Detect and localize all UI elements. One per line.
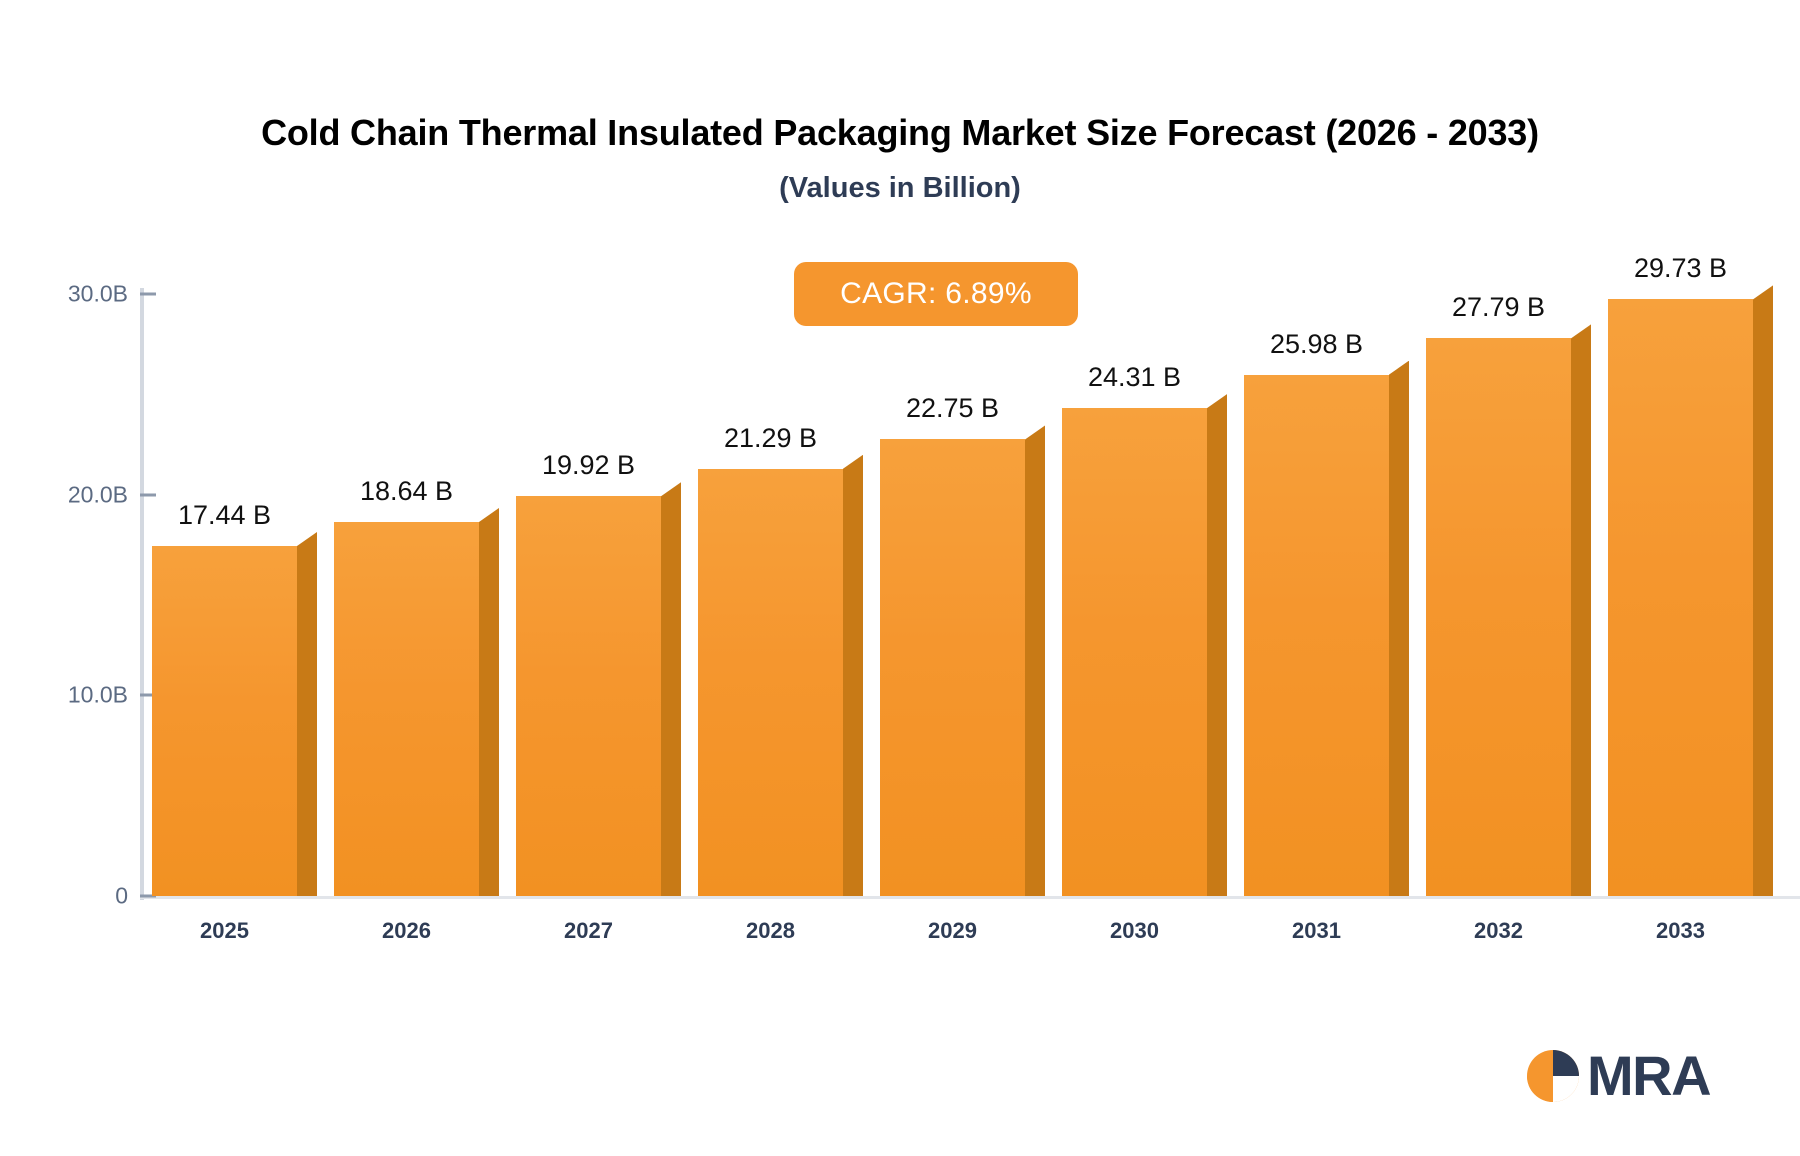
x-axis-category-label: 2027 (564, 918, 613, 943)
y-axis-tick-label: 20.0B (67, 481, 128, 508)
x-axis-line (140, 896, 1800, 899)
x-axis-category-label: 2028 (746, 918, 795, 943)
bar-value-label: 29.73 B (1633, 253, 1728, 284)
bar-front-face (152, 546, 297, 896)
bar-front-face (880, 439, 1025, 896)
bar-value-label: 17.44 B (177, 500, 272, 531)
bar-front-face (1062, 408, 1207, 896)
x-axis-category-label: 2026 (382, 918, 431, 943)
mra-logo: MRA (1525, 1044, 1712, 1107)
bar-side-face (1025, 425, 1045, 896)
bar-value-label: 22.75 B (905, 393, 1000, 424)
cagr-badge: CAGR: 6.89% (794, 262, 1078, 326)
x-axis-category-label: 2031 (1292, 918, 1341, 943)
y-axis-tick-mark (140, 292, 156, 296)
bar-side-face (1571, 324, 1591, 896)
bar-front-face (698, 468, 843, 896)
bar-value-label: 21.29 B (723, 422, 818, 453)
logo-text: MRA (1587, 1044, 1712, 1107)
bar-side-face (1389, 360, 1409, 896)
y-axis-tick-mark (140, 693, 156, 697)
x-axis-category-label: 2025 (200, 918, 249, 943)
page-subtitle: (Values in Billion) (779, 172, 1021, 204)
bar-value-label: 25.98 B (1269, 328, 1364, 359)
bar-front-face (1244, 374, 1389, 896)
y-axis-tick-label: 30.0B (67, 280, 128, 307)
x-axis-category-label: 2033 (1656, 918, 1705, 943)
y-axis-tick-label: 0 (115, 882, 128, 909)
bar-front-face (1426, 338, 1571, 896)
bar-value-label: 18.64 B (359, 475, 454, 506)
y-axis-tick-label: 10.0B (67, 681, 128, 708)
x-axis-category-label: 2029 (928, 918, 977, 943)
bar-side-face (1207, 394, 1227, 896)
pie-chart-icon (1527, 1050, 1579, 1102)
bar-front-face (1608, 299, 1753, 896)
bar-front-face (516, 496, 661, 896)
bar-side-face (479, 507, 499, 896)
bar-side-face (1753, 285, 1773, 896)
bar-side-face (297, 532, 317, 896)
x-axis-category-label: 2032 (1474, 918, 1523, 943)
y-axis-tick-mark (140, 894, 156, 898)
bar-value-label: 24.31 B (1087, 362, 1182, 393)
bar-side-face (843, 454, 863, 896)
y-axis-line (140, 288, 144, 900)
page-title: Cold Chain Thermal Insulated Packaging M… (261, 112, 1539, 153)
bar-front-face (334, 521, 479, 896)
bar-value-label: 19.92 B (541, 450, 636, 481)
y-axis-tick-mark (140, 493, 156, 497)
bar-side-face (661, 482, 681, 896)
x-axis-category-label: 2030 (1110, 918, 1159, 943)
bar-value-label: 27.79 B (1451, 292, 1546, 323)
cagr-badge-label: CAGR: 6.89% (840, 277, 1032, 310)
